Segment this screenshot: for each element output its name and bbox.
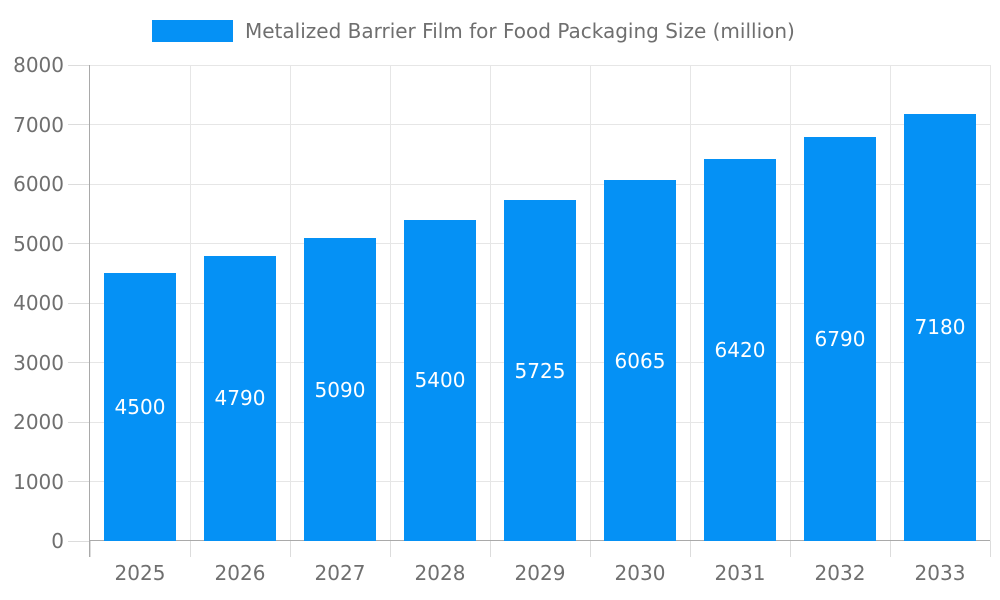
bar-value-label: 6420 [714, 338, 766, 362]
y-axis-tick-label: 3000 [13, 350, 64, 375]
x-axis-tick-label: 2025 [114, 561, 166, 585]
y-axis-tick [68, 64, 90, 66]
h-gridline [90, 124, 990, 125]
x-axis-tick-label: 2029 [514, 561, 566, 585]
x-axis-tick [789, 541, 791, 557]
y-axis-tick-label: 7000 [13, 112, 64, 137]
v-gridline [989, 65, 991, 541]
x-axis-tick [889, 541, 891, 557]
y-axis-tick-label: 1000 [13, 469, 64, 494]
y-axis-tick [68, 540, 90, 542]
v-gridline [589, 65, 591, 541]
h-gridline [90, 64, 990, 66]
bar-value-label: 6790 [814, 326, 866, 351]
v-gridline [689, 65, 691, 541]
bar[interactable] [804, 136, 876, 541]
v-gridline [189, 65, 191, 541]
y-axis-tick-label: 0 [51, 529, 64, 553]
x-axis-tick [89, 541, 91, 557]
y-axis-tick [68, 243, 90, 244]
x-axis-tick [489, 541, 491, 557]
x-axis-tick [989, 541, 991, 557]
bar-value-label: 5725 [514, 358, 566, 383]
bar-value-label: 4500 [114, 395, 166, 420]
x-axis-tick [589, 541, 591, 557]
bar[interactable] [204, 255, 276, 541]
bar[interactable] [504, 200, 576, 541]
x-axis-tick-label: 2030 [614, 561, 666, 585]
y-axis-tick [68, 183, 90, 185]
y-axis-line [89, 65, 90, 557]
y-axis-tick-label: 6000 [13, 172, 64, 196]
y-axis-tick-label: 4000 [13, 291, 64, 315]
v-gridline [889, 65, 891, 541]
bar-value-label: 4790 [214, 386, 266, 411]
bar[interactable] [104, 273, 176, 541]
bar-value-label: 5400 [414, 368, 466, 393]
x-axis-tick-label: 2026 [214, 561, 266, 585]
bar[interactable] [904, 113, 976, 541]
x-axis-tick-label: 2031 [714, 561, 766, 585]
bar[interactable] [604, 180, 676, 541]
x-axis-tick-label: 2032 [814, 561, 866, 585]
y-axis-tick [68, 124, 90, 125]
bar[interactable] [704, 159, 776, 541]
y-axis-tick [68, 421, 90, 423]
y-axis-tick [68, 302, 90, 304]
v-gridline [389, 65, 391, 541]
y-axis-tick-label: 8000 [13, 53, 64, 77]
legend-swatch-icon [152, 20, 233, 42]
x-axis-tick [389, 541, 391, 557]
legend-label: Metalized Barrier Film for Food Packagin… [245, 19, 795, 43]
y-axis-tick [68, 481, 90, 482]
bar[interactable] [304, 238, 376, 541]
legend[interactable]: Metalized Barrier Film for Food Packagin… [152, 20, 795, 42]
bar-value-label: 6065 [614, 348, 666, 373]
v-gridline [789, 65, 791, 541]
y-axis-tick-label: 2000 [13, 410, 64, 434]
x-axis-tick-label: 2033 [914, 561, 966, 585]
bar-value-label: 7180 [914, 315, 966, 340]
bar[interactable] [404, 219, 476, 541]
x-axis-tick [189, 541, 191, 557]
x-axis-tick [289, 541, 291, 557]
v-gridline [289, 65, 291, 541]
y-axis-tick-label: 5000 [13, 231, 64, 256]
bar-value-label: 5090 [314, 377, 366, 402]
x-axis-tick-label: 2028 [414, 561, 466, 585]
h-gridline [90, 183, 990, 185]
x-axis-tick [689, 541, 691, 557]
y-axis-tick [68, 362, 90, 363]
plot-area: 0 1000 2000 3000 4000 5000 6000 7000 8000 4500 202… [13, 53, 991, 585]
v-gridline [489, 65, 491, 541]
x-axis-tick-label: 2027 [314, 561, 366, 585]
